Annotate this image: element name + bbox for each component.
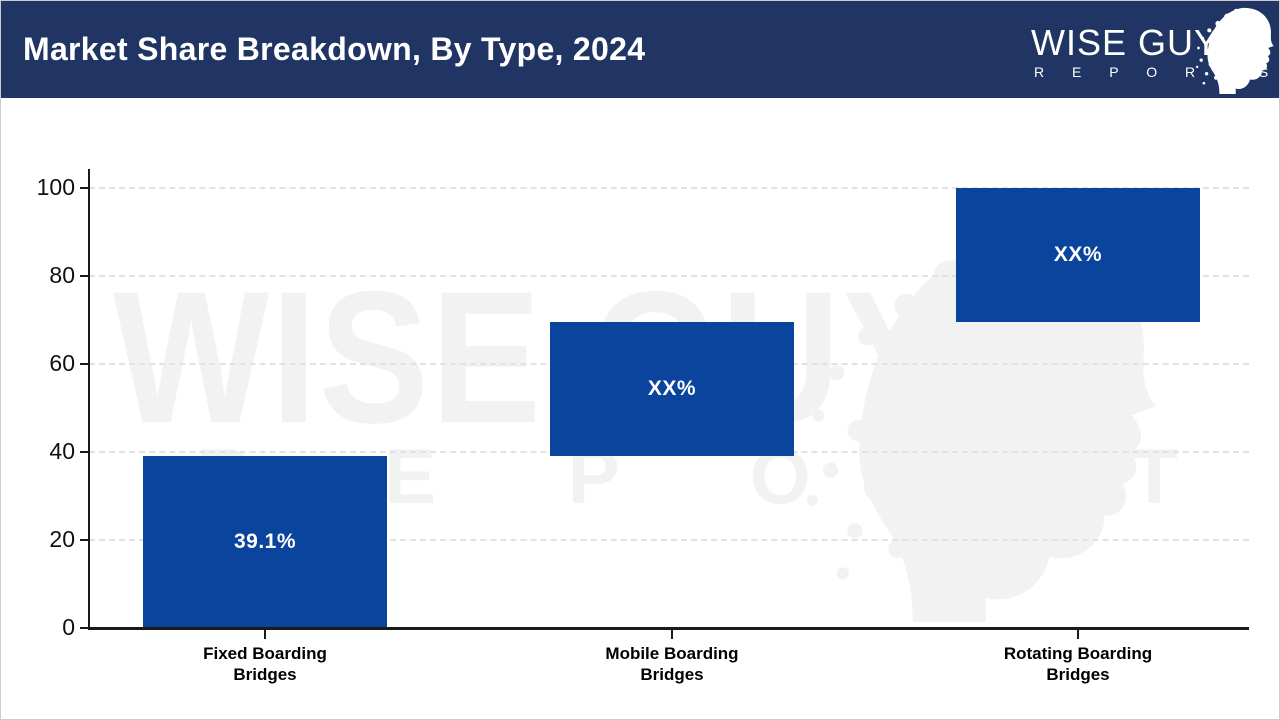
y-gridline <box>89 539 1249 541</box>
chart-title: Market Share Breakdown, By Type, 2024 <box>23 31 646 67</box>
x-tick-mark <box>1077 630 1079 639</box>
y-tick-mark <box>80 451 89 453</box>
category-label-line: Mobile Boarding <box>605 644 739 663</box>
y-gridline <box>89 187 1249 189</box>
y-tick-label: 20 <box>49 526 75 552</box>
y-tick-label: 100 <box>36 174 75 200</box>
category-label-line: Fixed Boarding <box>203 644 327 663</box>
category-label-line: Bridges <box>640 665 704 684</box>
bar-value-label: 39.1% <box>233 529 297 553</box>
y-tick-label: 60 <box>49 350 75 376</box>
category-label: Mobile Boarding Bridges <box>512 643 832 685</box>
x-tick-mark <box>671 630 673 639</box>
wise-guy-reports-logo: WISE GUY R E P O R T S <box>1031 1 1274 98</box>
category-label-line: Rotating Boarding <box>1003 644 1153 663</box>
x-tick-mark <box>264 630 266 639</box>
y-tick-mark <box>80 275 89 277</box>
logo-head-icon <box>1195 7 1274 94</box>
logo-wiseguy-text: WISE GUY <box>1031 22 1220 63</box>
bar-segment: 39.1% <box>143 455 387 628</box>
y-tick-label: 40 <box>49 438 75 464</box>
y-tick-label: 0 <box>62 614 75 640</box>
y-tick-mark <box>80 627 89 629</box>
y-tick-label: 80 <box>49 262 75 288</box>
category-label: Fixed Boarding Bridges <box>105 643 425 685</box>
bar-segment: XX% <box>550 322 794 456</box>
category-label-line: Bridges <box>233 665 297 684</box>
x-axis-line <box>88 627 1249 630</box>
y-tick-mark <box>80 363 89 365</box>
category-label: Rotating Boarding Bridges <box>918 643 1238 685</box>
y-gridline <box>89 275 1249 277</box>
logo-reports-text: R E P O R T S <box>1034 64 1280 80</box>
y-tick-mark <box>80 187 89 189</box>
y-tick-mark <box>80 539 89 541</box>
watermark-wiseguy-text: WISE GUY <box>113 252 955 462</box>
header-bar: Market Share Breakdown, By Type, 2024 WI… <box>1 1 1279 98</box>
bar-value-label: XX% <box>1053 242 1103 266</box>
bar-segment: XX% <box>956 188 1200 322</box>
y-axis-line <box>88 169 90 630</box>
bar-value-label: XX% <box>647 377 697 401</box>
category-label-line: Bridges <box>1046 665 1110 684</box>
